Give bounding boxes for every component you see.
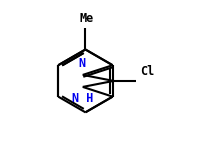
Text: Cl: Cl [140,65,154,78]
Text: N H: N H [72,92,94,105]
Text: Me: Me [79,12,94,25]
Text: N: N [78,56,85,69]
